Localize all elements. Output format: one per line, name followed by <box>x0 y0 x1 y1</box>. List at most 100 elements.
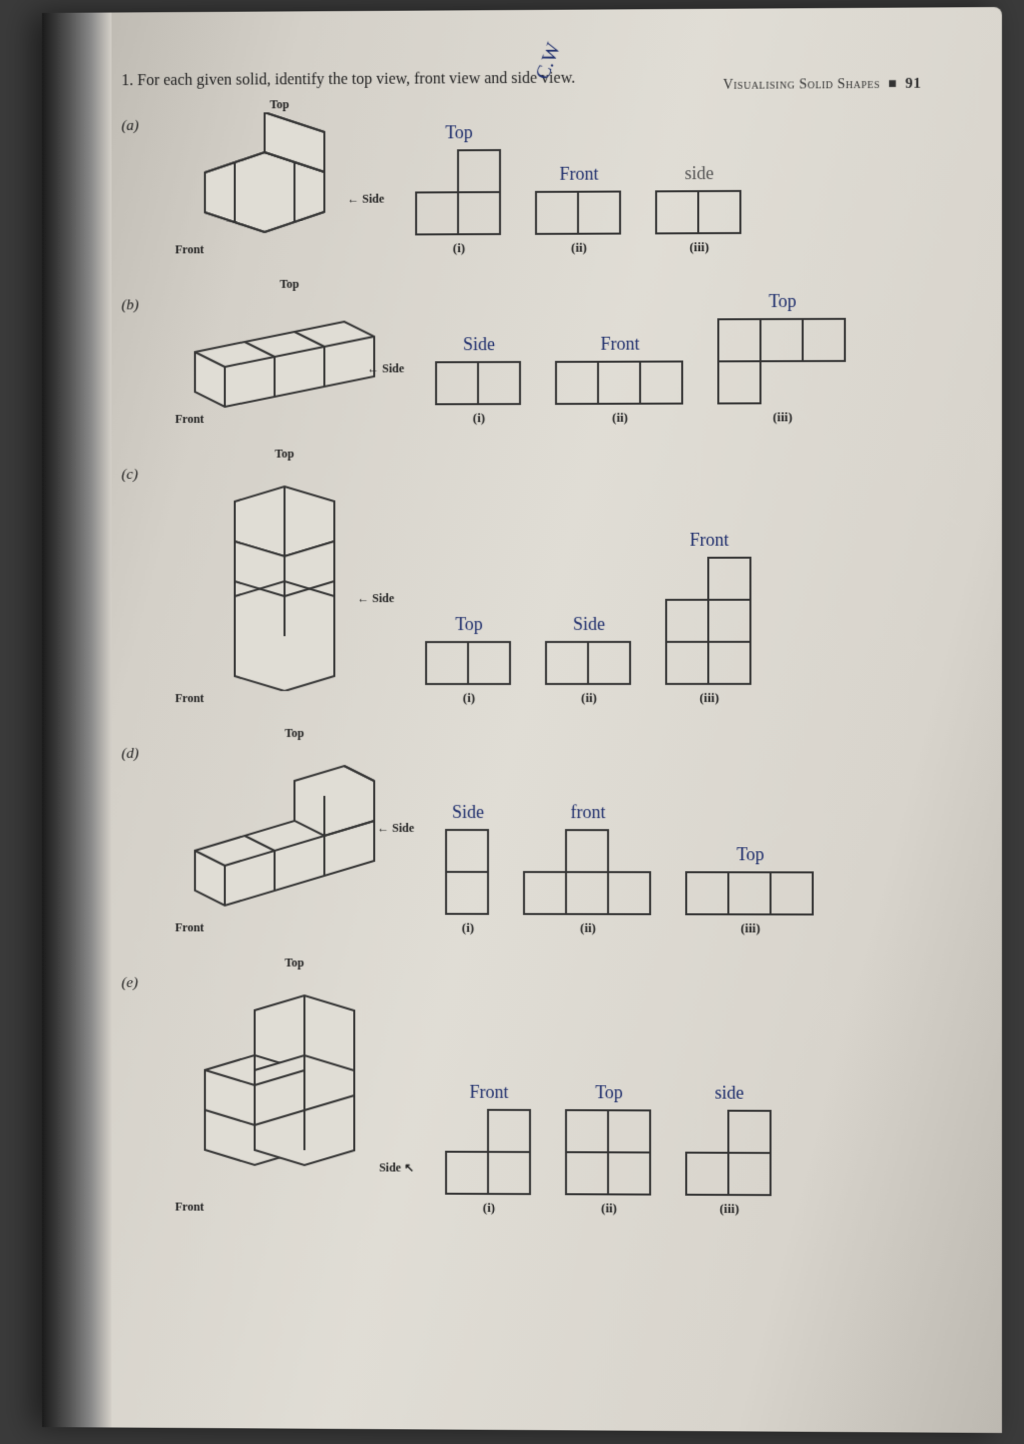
solid-a: Top Front ← Side <box>175 97 384 258</box>
shape-stepL <box>444 1106 534 1196</box>
front-arrow-label: Front <box>175 920 204 935</box>
front-arrow-label: Front <box>175 691 204 706</box>
hw-label: Front <box>664 530 754 552</box>
top-arrow-label: Top <box>175 276 404 292</box>
shape-row3 <box>684 868 817 916</box>
shape-stepR <box>664 554 754 686</box>
ans-b-i: Side (i) <box>434 334 524 426</box>
roman: (ii) <box>564 1200 654 1216</box>
ans-e-i: Front (i) <box>444 1082 534 1216</box>
ans-d-ii: front (ii) <box>522 802 654 936</box>
part-b-row: (b) Top Front ← Side Side (i) Front <box>121 274 961 427</box>
top-arrow-label: Top <box>175 97 384 113</box>
ans-e-iii: side (iii) <box>684 1083 774 1218</box>
part-d-row: (d) Top Front ← Side Side (i) <box>121 726 961 937</box>
shape-sq2 <box>564 1106 654 1196</box>
hw-label: front <box>522 802 654 824</box>
page-number: 91 <box>905 76 921 92</box>
hw-label: Top <box>716 291 849 314</box>
ans-e-ii: Top (ii) <box>564 1082 654 1216</box>
side-arrow-label: Side ↖ <box>379 1160 414 1175</box>
solid-c: Top Front ← Side <box>175 446 394 706</box>
solid-b-svg <box>175 291 404 411</box>
ans-c-iii: Front (iii) <box>664 530 754 706</box>
ans-b-iii: Top (iii) <box>716 291 849 426</box>
top-arrow-label: Top <box>175 955 414 970</box>
part-label-b: (b) <box>121 297 145 314</box>
ans-c-ii: Side (ii) <box>544 614 634 706</box>
question-number: 1. <box>121 72 133 89</box>
shape-row2 <box>424 638 514 686</box>
hw-label: Top <box>414 122 504 144</box>
chapter-title: Visualising Solid Shapes <box>723 77 880 93</box>
part-label-c: (c) <box>121 467 145 484</box>
shape-row2 <box>534 188 624 236</box>
hw-label: Top <box>564 1082 654 1104</box>
shape-row2 <box>544 638 634 686</box>
roman: (iii) <box>684 920 817 936</box>
roman: (ii) <box>554 410 686 426</box>
front-arrow-label: Front <box>175 412 204 427</box>
solid-e: Top Front Side ↖ <box>175 955 414 1215</box>
hw-label: Top <box>424 614 514 636</box>
hw-label: side <box>684 1083 774 1105</box>
roman: (i) <box>424 690 514 706</box>
solid-d: Top Front ← Side <box>175 726 414 936</box>
shape-L1 <box>414 146 504 236</box>
roman: (ii) <box>534 240 624 256</box>
part-e-row: (e) Top Front Side ↖ Front <box>121 955 961 1218</box>
side-arrow-label: ← Side <box>377 821 414 836</box>
roman: (i) <box>434 410 524 426</box>
ans-a-ii: Front (ii) <box>534 163 624 255</box>
hw-label: Front <box>444 1082 534 1104</box>
roman: (ii) <box>522 920 654 936</box>
question-text: For each given solid, identify the top v… <box>137 70 575 89</box>
part-label-d: (d) <box>121 746 145 763</box>
hw-label: Top <box>684 844 817 866</box>
roman: (ii) <box>544 690 634 706</box>
top-arrow-label: Top <box>175 446 394 461</box>
book-binding <box>42 13 111 1428</box>
part-a-row: (a) Top Front ← Side Top <box>121 94 961 258</box>
roman: (i) <box>414 240 504 256</box>
side-arrow-label: ← Side <box>347 192 384 207</box>
hw-label: side <box>654 163 744 185</box>
ans-d-i: Side (i) <box>444 802 492 936</box>
hw-label: Side <box>544 614 634 636</box>
roman: (iii) <box>654 239 744 255</box>
hw-label: Side <box>434 334 524 356</box>
shape-row2 <box>654 187 744 235</box>
hw-label: Front <box>554 333 686 355</box>
shape-col2 <box>444 826 492 916</box>
solid-b: Top Front ← Side <box>175 276 404 426</box>
shape-row2 <box>434 358 524 406</box>
front-arrow-label: Front <box>175 242 204 257</box>
roman: (iii) <box>716 409 849 425</box>
running-header: Visualising Solid Shapes ■ 91 <box>723 76 921 94</box>
top-arrow-label: Top <box>175 726 414 741</box>
part-c-row: (c) Top Front ← Side Top (i) <box>121 445 961 706</box>
ans-c-i: Top (i) <box>424 614 514 706</box>
solid-c-svg <box>175 461 394 691</box>
shape-L3 <box>716 315 849 406</box>
part-label-a: (a) <box>121 118 145 135</box>
roman: (i) <box>444 1200 534 1216</box>
ans-a-i: Top (i) <box>414 122 504 256</box>
shape-T3 <box>522 826 654 916</box>
front-arrow-label: Front <box>175 1200 204 1215</box>
shape-stepR2 <box>684 1107 774 1198</box>
roman: (i) <box>444 920 492 936</box>
part-label-e: (e) <box>121 975 145 992</box>
side-arrow-label: ← Side <box>357 591 394 606</box>
solid-a-svg <box>175 112 384 243</box>
roman: (iii) <box>684 1201 774 1217</box>
hw-label: Side <box>444 802 492 824</box>
side-arrow-label: ← Side <box>367 361 404 376</box>
hw-label: Front <box>534 163 624 185</box>
textbook-page: C.W Visualising Solid Shapes ■ 91 1. For… <box>42 7 1002 1433</box>
ans-d-iii: Top (iii) <box>684 844 817 936</box>
roman: (iii) <box>664 690 754 706</box>
ans-a-iii: side (iii) <box>654 163 744 256</box>
ans-b-ii: Front (ii) <box>554 333 686 425</box>
shape-row3 <box>554 357 686 405</box>
